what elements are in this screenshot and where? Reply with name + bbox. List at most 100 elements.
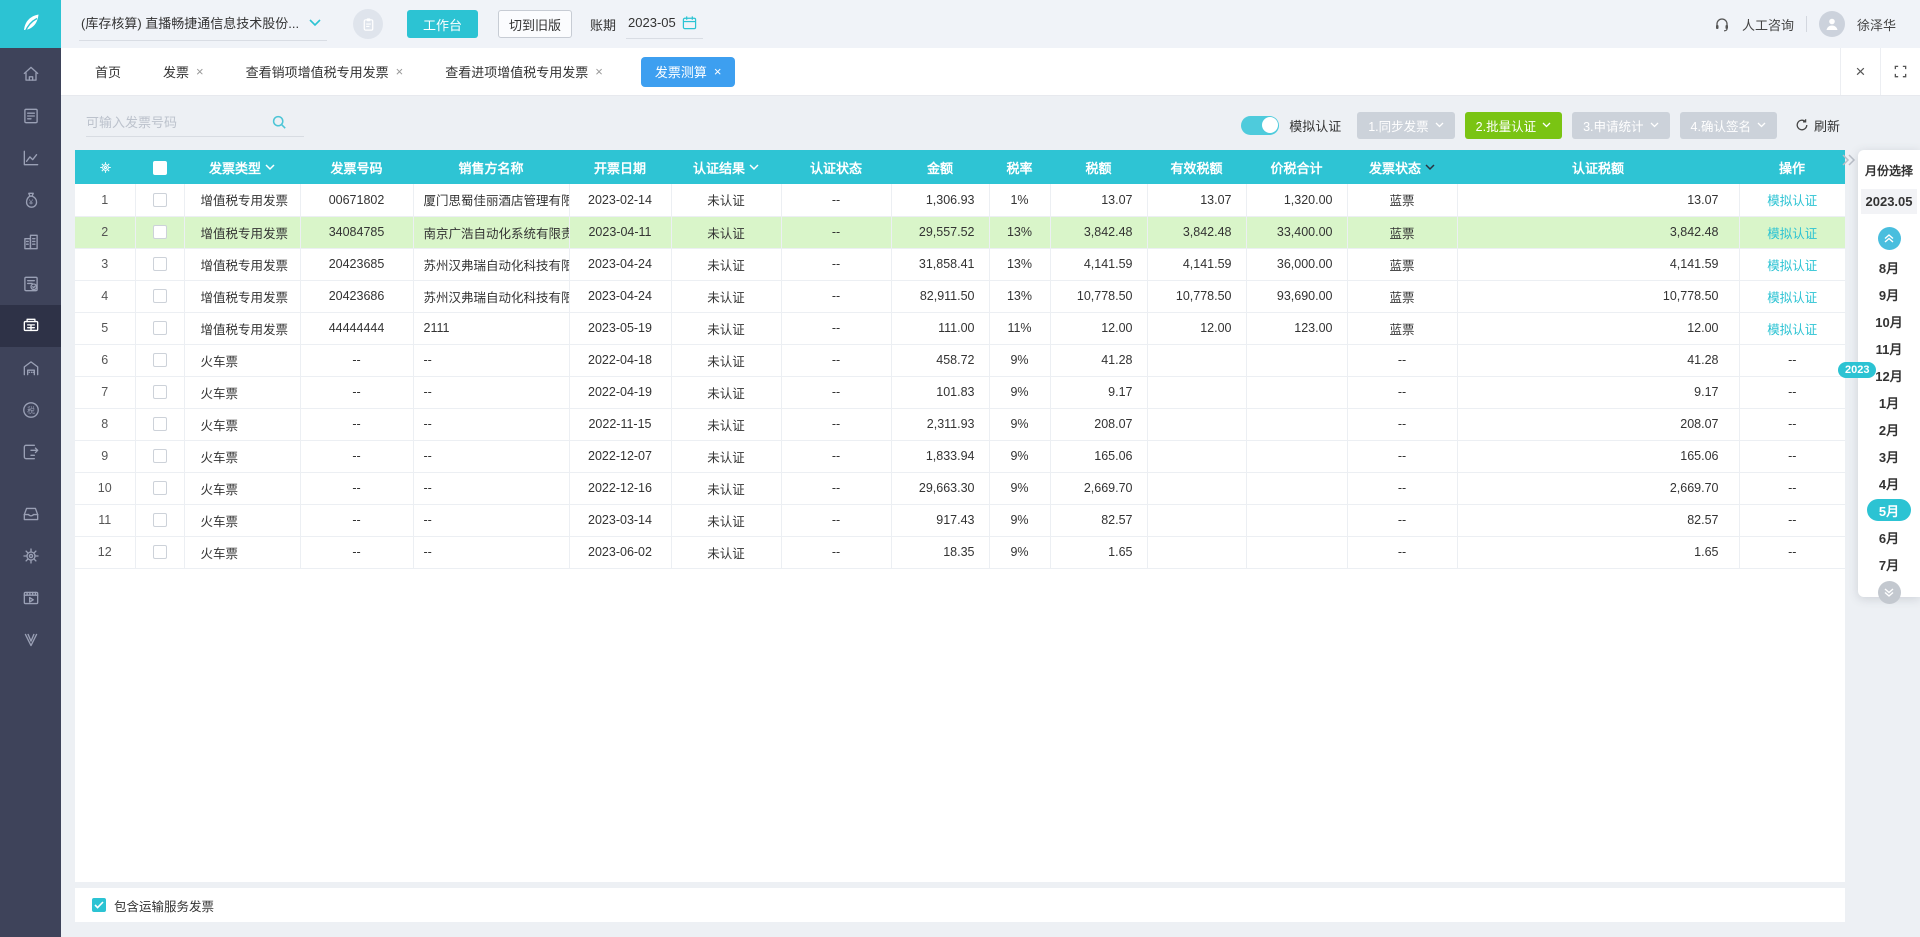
sidebar-item-settings[interactable] (0, 535, 61, 577)
month-list: 8月 9月 10月 11月 12月 1月 2月 3月 4月 5月 6月 7月 (1858, 256, 1920, 575)
sidebar-item-invoice[interactable] (0, 305, 61, 347)
table-row[interactable]: 8 火车票 -- -- 2022-11-15 未认证 -- 2,311.93 9% 208.07-… (75, 408, 1845, 441)
row-checkbox[interactable] (152, 449, 167, 464)
row-checkbox[interactable] (152, 385, 167, 400)
action-button-4[interactable]: 4.确认签名 (1679, 111, 1777, 139)
fullscreen-button[interactable] (1880, 48, 1920, 95)
month-9月[interactable]: 9月 (1878, 287, 1900, 303)
invoice-toolbar: 模拟认证 1.同步发票 2.批量认证 3.申请统计 4.确认签名 刷新 (61, 108, 1920, 142)
scroll-months-down-button[interactable] (1877, 581, 1901, 604)
simulate-certify-link[interactable]: 模拟认证 (1767, 258, 1818, 273)
sidebar-item-warehouse[interactable] (0, 347, 61, 389)
table-row[interactable]: 6 火车票 -- -- 2022-04-18 未认证 -- 458.72 9% 41.28 -- 41… (75, 344, 1845, 377)
support-link[interactable]: 人工咨询 (1741, 17, 1794, 33)
cell-amount: 29,663.30 (891, 472, 990, 505)
simulate-certify-link[interactable]: 模拟认证 (1767, 226, 1818, 241)
table-row[interactable]: 9 火车票 -- -- 2022-12-07 未认证 -- 1,833.94 9% 165.06-… (75, 440, 1845, 473)
row-checkbox[interactable] (152, 545, 167, 560)
simulate-certify-link[interactable]: 模拟认证 (1767, 322, 1818, 337)
row-checkbox[interactable] (152, 321, 167, 336)
month-1月[interactable]: 1月 (1878, 395, 1900, 411)
table-row[interactable]: 4 增值税专用发票 20423686 苏州汉弗瑞自动化科技有限 2023-04-24 未认… (75, 280, 1845, 313)
row-checkbox[interactable] (152, 513, 167, 528)
sidebar-item-video[interactable] (0, 577, 61, 619)
workbench-button[interactable]: 工作台 (407, 10, 479, 38)
tab-close-icon[interactable]: × (395, 64, 404, 79)
tab-0[interactable]: 首页 (91, 57, 125, 87)
action-button-2[interactable]: 2.批量认证 (1464, 111, 1563, 139)
refresh-button[interactable]: 刷新 (1795, 116, 1840, 135)
user-name[interactable]: 徐泽华 (1856, 17, 1896, 33)
row-checkbox[interactable] (152, 289, 167, 304)
sidebar-item-voucher[interactable] (0, 95, 61, 137)
action-button-3[interactable]: 3.申请统计 (1572, 111, 1670, 139)
row-checkbox[interactable] (152, 257, 167, 272)
cell-result: 未认证 (671, 216, 782, 249)
tab-close-icon[interactable]: × (595, 64, 603, 79)
transport-invoice-checkbox[interactable] (92, 898, 106, 912)
month-2月[interactable]: 2月 (1878, 422, 1900, 438)
switch-old-version-button[interactable]: 切到旧版 (498, 10, 573, 38)
tab-3[interactable]: 查看进项增值税专用发票 × (441, 57, 607, 87)
column-settings[interactable] (75, 150, 135, 184)
month-11月[interactable]: 11月 (1875, 341, 1903, 357)
headset-icon (1714, 16, 1730, 32)
cell-result: 未认证 (671, 376, 782, 409)
simulate-certify-toggle[interactable] (1241, 115, 1280, 135)
sidebar-item-inbox[interactable] (0, 493, 61, 535)
simulate-certify-link[interactable]: 模拟认证 (1767, 290, 1818, 305)
table-row[interactable]: 11 火车票 -- -- 2023-03-14 未认证 -- 917.43 9% 82.57 -- 8… (75, 504, 1845, 537)
simulate-certify-link[interactable]: 模拟认证 (1767, 194, 1818, 209)
cell-result: 未认证 (671, 280, 782, 313)
clipboard-button[interactable] (353, 9, 383, 39)
month-10月[interactable]: 10月 (1875, 314, 1903, 330)
table-row[interactable]: 10 火车票 -- -- 2022-12-16 未认证 -- 29,663.30 9% 2,669… (75, 472, 1845, 505)
scroll-months-up-button[interactable] (1877, 227, 1901, 250)
table-row[interactable]: 3 增值税专用发票 20423685 苏州汉弗瑞自动化科技有限 2023-04-24 未认… (75, 248, 1845, 281)
avatar[interactable] (1818, 11, 1845, 37)
close-tabs-button[interactable]: × (1840, 48, 1880, 95)
table-row[interactable]: 7 火车票 -- -- 2022-04-19 未认证 -- 101.83 9% 9.17 -- 9.1… (75, 376, 1845, 409)
sidebar-item-home[interactable] (0, 53, 61, 95)
select-all-checkbox[interactable] (152, 160, 167, 175)
sidebar-item-moneybag[interactable]: ¥ (0, 179, 61, 221)
month-6月[interactable]: 6月 (1878, 530, 1900, 546)
month-4月[interactable]: 4月 (1878, 476, 1900, 492)
sidebar-item-chart[interactable] (0, 137, 61, 179)
collapse-month-panel-button[interactable] (1841, 153, 1856, 167)
tab-1[interactable]: 发票 × (159, 57, 208, 87)
cell-tax: 82.57 (1050, 504, 1148, 537)
sidebar-item-vlogo[interactable] (0, 619, 61, 661)
table-row[interactable]: 1 增值税专用发票 00671802 厦门思蜀佳丽酒店管理有限 2023-02-14 未认… (75, 184, 1845, 217)
month-7月[interactable]: 7月 (1878, 557, 1900, 573)
row-checkbox[interactable] (152, 417, 167, 432)
row-checkbox[interactable] (152, 481, 167, 496)
month-3月[interactable]: 3月 (1878, 449, 1900, 465)
search-input[interactable] (86, 114, 271, 130)
month-12月[interactable]: 12月 (1875, 368, 1903, 384)
sidebar-item-tax[interactable]: 税 (0, 389, 61, 431)
sort-icon[interactable] (1425, 163, 1435, 171)
table-row[interactable]: 12 火车票 -- -- 2023-06-02 未认证 -- 18.35 9% 1.65 -- 1.6… (75, 536, 1845, 569)
row-checkbox[interactable] (152, 225, 167, 240)
sidebar-item-transferbook[interactable] (0, 431, 61, 473)
tab-close-icon[interactable]: × (196, 64, 204, 79)
month-5月[interactable]: 5月 (1867, 499, 1911, 521)
sort-icon[interactable] (749, 163, 759, 171)
search-icon[interactable] (271, 114, 288, 131)
row-checkbox[interactable] (152, 193, 167, 208)
sidebar-item-report[interactable] (0, 263, 61, 305)
table-row[interactable]: 2 增值税专用发票 34084785 南京广浩自动化系统有限责 2023-04-11 未认… (75, 216, 1845, 249)
table-row[interactable]: 5 增值税专用发票 44444444 2111 2023-05-19 未认证 -- 111.0… (75, 312, 1845, 345)
sidebar-item-building[interactable] (0, 221, 61, 263)
tab-2[interactable]: 查看销项增值税专用发票 × (242, 57, 408, 87)
app-logo[interactable] (0, 0, 61, 48)
period-picker[interactable]: 2023-05 (626, 9, 703, 39)
row-checkbox[interactable] (152, 353, 167, 368)
month-8月[interactable]: 8月 (1878, 260, 1900, 276)
sort-icon[interactable] (265, 163, 275, 171)
action-button-1[interactable]: 1.同步发票 (1357, 111, 1455, 139)
company-selector[interactable]: (库存核算) 直播畅捷通信息技术股份... (79, 7, 327, 41)
tab-close-icon[interactable]: × (713, 64, 722, 79)
tab-4[interactable]: 发票测算 × (640, 56, 736, 87)
